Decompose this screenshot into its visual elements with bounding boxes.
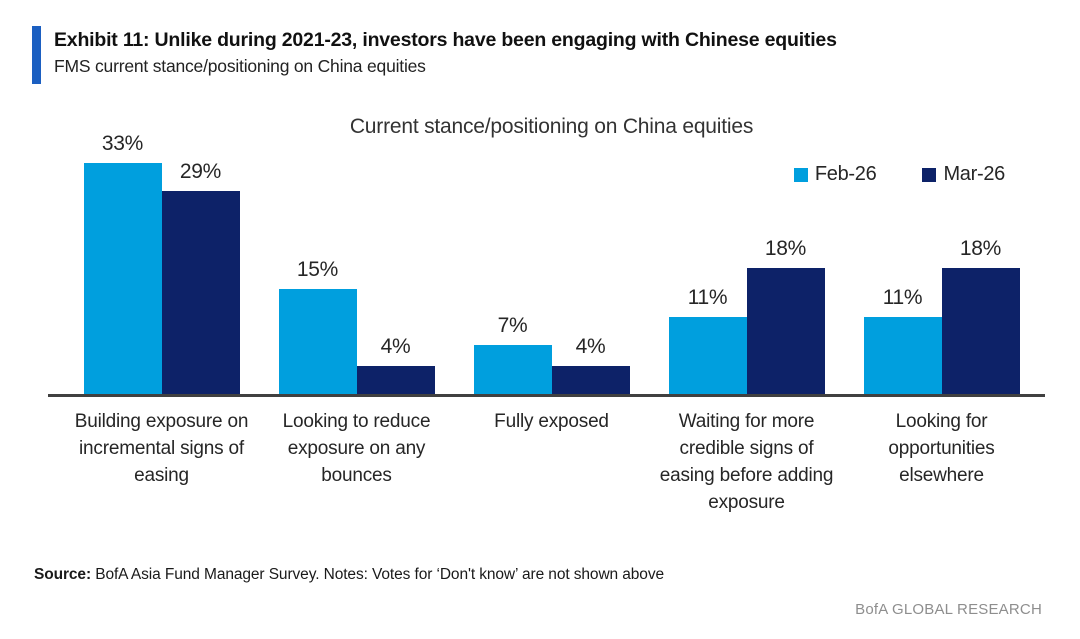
chart-title: Current stance/positioning on China equi… [349,115,754,138]
bar-feb-26-0 [83,163,162,394]
source-note: Source: BofA Asia Fund Manager Survey. N… [34,566,664,584]
exhibit-header-text: Exhibit 11: Unlike during 2021-23, inves… [54,26,837,84]
bar-group-2: 7% 4% [454,122,649,394]
plot-area: 33% 29% 15% 4% 7% 4% 11% 18% 11% 18% [64,122,1039,394]
bar-pair-3: 11% 18% [668,237,825,394]
x-axis-line [48,394,1045,397]
bar-value-label-mar-26-2: 4% [575,335,606,358]
bar-feb-26-2 [473,345,552,394]
bar-wrap-mar-26-3: 18% [746,237,825,394]
category-label-4: Looking for opportunities elsewhere [888,411,995,486]
exhibit-accent-bar [32,26,41,84]
bar-chart: Current stance/positioning on China equi… [0,107,1080,537]
bar-value-label-mar-26-3: 18% [764,237,807,260]
legend-label: Mar-26 [943,163,1005,185]
bar-value-label-feb-26-0: 33% [101,132,144,155]
bar-feb-26-1 [278,289,357,394]
bar-pair-1: 15% 4% [278,258,435,394]
bar-mar-26-3 [746,268,825,394]
bar-mar-26-1 [356,366,435,394]
category-label-0: Building exposure on incremental signs o… [74,411,249,486]
legend-item-feb-26: Feb-26 [793,163,877,186]
bar-mar-26-0 [161,191,240,394]
category-label-2: Fully exposed [494,411,609,432]
exhibit-subtitle: FMS current stance/positioning on China … [54,56,426,77]
exhibit-title: Exhibit 11: Unlike during 2021-23, inves… [54,29,837,51]
legend-label: Feb-26 [814,163,877,185]
bar-pair-0: 33% 29% [83,132,240,394]
bar-mar-26-4 [941,268,1020,394]
bar-value-label-mar-26-0: 29% [179,160,222,183]
bar-wrap-feb-26-3: 11% [668,286,747,394]
bar-wrap-feb-26-0: 33% [83,132,162,394]
category-label-3: Waiting for more credible signs of easin… [659,411,834,513]
bar-wrap-mar-26-4: 18% [941,237,1020,394]
bar-wrap-feb-26-4: 11% [863,286,942,394]
bar-wrap-mar-26-1: 4% [356,335,435,394]
bar-value-label-mar-26-1: 4% [380,335,411,358]
chart-legend: Feb-26 Mar-26 [793,163,1005,186]
bar-feb-26-3 [668,317,747,394]
bar-wrap-feb-26-2: 7% [473,314,552,394]
bar-pair-2: 7% 4% [473,314,630,394]
bar-wrap-mar-26-0: 29% [161,160,240,394]
exhibit-header: Exhibit 11: Unlike during 2021-23, inves… [32,26,837,84]
bar-feb-26-4 [863,317,942,394]
bar-value-label-feb-26-2: 7% [497,314,528,337]
bar-group-0: 33% 29% [64,122,259,394]
bar-mar-26-2 [551,366,630,394]
brand-credit: BofA GLOBAL RESEARCH [855,601,1042,618]
category-label-1: Looking to reduce exposure on any bounce… [282,411,431,486]
bar-value-label-feb-26-4: 11% [882,286,923,309]
bar-group-4: 11% 18% [844,122,1039,394]
bar-pair-4: 11% 18% [863,237,1020,394]
legend-swatch-icon [793,167,808,182]
bar-wrap-feb-26-1: 15% [278,258,357,394]
legend-swatch-icon [922,167,937,182]
legend-item-mar-26: Mar-26 [922,163,1005,186]
bar-value-label-mar-26-4: 18% [959,237,1002,260]
source-text: BofA Asia Fund Manager Survey. Notes: Vo… [91,566,664,583]
category-labels: Building exposure on incremental signs o… [64,409,1039,517]
source-label: Source: [34,566,92,583]
bar-group-3: 11% 18% [649,122,844,394]
bar-value-label-feb-26-1: 15% [296,258,339,281]
bar-value-label-feb-26-3: 11% [687,286,728,309]
bar-wrap-mar-26-2: 4% [551,335,630,394]
bar-group-1: 15% 4% [259,122,454,394]
